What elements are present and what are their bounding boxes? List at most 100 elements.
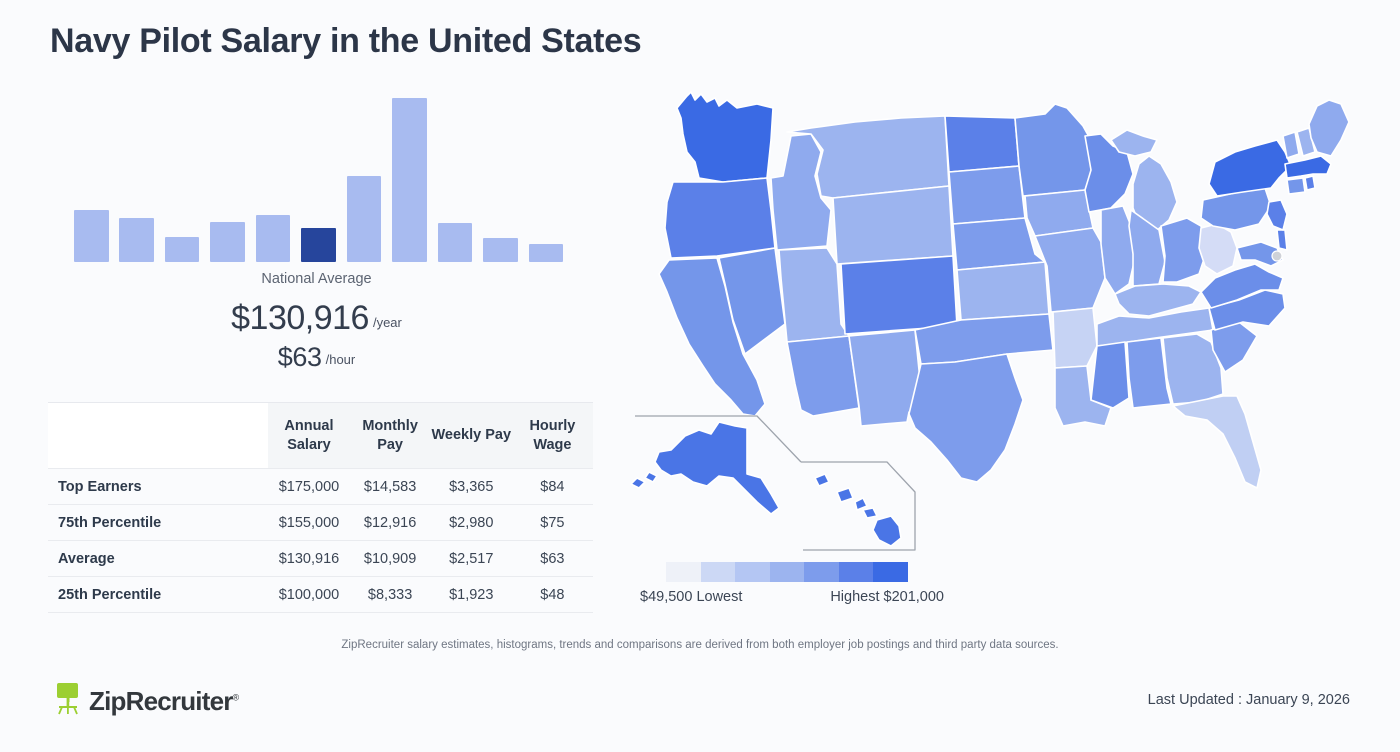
histogram-bar-highlight <box>301 227 336 262</box>
hourly-average-value: $63/hour <box>44 342 589 373</box>
ziprecruiter-logo[interactable]: ZipRecruiter® <box>55 682 240 721</box>
state-south-dakota <box>948 165 1026 225</box>
table-header-row: Annual Salary Monthly Pay Weekly Pay Hou… <box>48 402 593 469</box>
histogram-bar <box>74 210 109 262</box>
cell-annual: $175,000 <box>278 478 340 495</box>
salary-breakdown-table: Annual Salary Monthly Pay Weekly Pay Hou… <box>48 402 593 613</box>
state-michigan-upper <box>1110 129 1158 157</box>
state-maryland <box>1236 241 1284 267</box>
state-rhode-island <box>1304 175 1316 191</box>
logo-wordmark: ZipRecruiter® <box>89 686 240 717</box>
state-mississippi <box>1090 341 1130 409</box>
table-header-monthly-pay: Monthly Pay <box>349 402 431 469</box>
cell-annual: $100,000 <box>278 586 340 603</box>
annual-average-value: $130,916/year <box>44 299 589 338</box>
histogram-bar <box>164 237 200 262</box>
legend-labels: $49,500 Lowest Highest $201,000 <box>640 589 944 605</box>
cell-annual: $130,916 <box>278 550 340 567</box>
histogram-bar <box>392 97 427 262</box>
state-louisiana <box>1054 365 1112 427</box>
histogram-bar <box>119 217 154 262</box>
legend-swatch-6 <box>838 562 874 582</box>
legend-swatch-4 <box>769 562 805 582</box>
state-west-virginia <box>1198 223 1238 275</box>
page-title: Navy Pilot Salary in the United States <box>50 22 642 60</box>
cell-hourly: $84 <box>540 478 565 495</box>
state-kentucky <box>1114 283 1202 317</box>
state-kansas <box>956 261 1050 321</box>
cell-weekly: $2,517 <box>449 550 494 567</box>
legend-swatch-2 <box>700 562 736 582</box>
cell-weekly: $3,365 <box>449 478 494 495</box>
state-oregon <box>664 177 776 259</box>
state-virginia <box>1200 263 1284 309</box>
state-nevada <box>718 247 786 355</box>
legend-swatch-3 <box>735 562 770 582</box>
legend-swatch-5 <box>804 562 839 582</box>
histogram-bar <box>346 176 382 262</box>
state-new-york <box>1208 139 1292 197</box>
hawaii-inset-border <box>801 461 916 551</box>
state-arkansas <box>1052 307 1098 369</box>
table-header-blank <box>48 402 269 469</box>
state-new-jersey <box>1266 199 1288 231</box>
histogram-bar <box>483 238 518 262</box>
table-header-annual-salary: Annual Salary <box>268 402 350 469</box>
annual-average-number: $130,916 <box>231 299 369 337</box>
legend-gradient-swatches <box>666 562 909 582</box>
hourly-average-number: $63 <box>277 342 322 372</box>
us-choropleth-map <box>615 78 1385 578</box>
state-massachusetts <box>1284 155 1332 179</box>
state-arizona <box>786 335 860 417</box>
salary-summary-panel: National Average $130,916/year $63/hour <box>48 90 593 373</box>
salary-histogram <box>74 90 574 262</box>
histogram-bar <box>210 222 245 262</box>
cell-monthly: $12,916 <box>363 514 417 531</box>
state-connecticut <box>1286 177 1306 195</box>
cell-hourly: $75 <box>540 514 565 531</box>
legend-swatch-1 <box>666 562 701 582</box>
national-average-caption: National Average <box>261 271 372 287</box>
disclaimer-text: ZipRecruiter salary estimates, histogram… <box>341 639 1059 651</box>
table-header-weekly-pay: Weekly Pay <box>430 402 512 469</box>
cell-annual: $155,000 <box>278 514 340 531</box>
legend-low-label: $49,500 Lowest <box>640 589 743 605</box>
state-vermont <box>1282 131 1300 159</box>
row-label: Top Earners <box>58 478 142 495</box>
state-minnesota <box>1014 103 1094 197</box>
logo-text-label: ZipRecruiter <box>89 686 233 716</box>
state-michigan <box>1132 155 1178 233</box>
state-ohio <box>1160 217 1208 283</box>
histogram-bar <box>255 214 291 262</box>
state-texas <box>908 353 1024 483</box>
state-maine <box>1308 99 1350 157</box>
state-hawaii <box>814 473 902 547</box>
table-row: Top Earners $175,000 $14,583 $3,365 $84 <box>48 468 593 505</box>
hourly-average-unit: /hour <box>325 352 356 367</box>
state-alaska <box>630 421 780 515</box>
registered-trademark-icon: ® <box>232 692 240 703</box>
alaska-inset-border <box>635 415 802 463</box>
legend-high-label: Highest $201,000 <box>830 589 944 605</box>
state-alabama <box>1126 337 1172 409</box>
cell-monthly: $14,583 <box>363 478 417 495</box>
cell-weekly: $1,923 <box>449 586 494 603</box>
cell-monthly: $10,909 <box>363 550 417 567</box>
cell-hourly: $63 <box>540 550 565 567</box>
state-idaho <box>770 133 832 251</box>
row-label: 25th Percentile <box>58 586 162 603</box>
table-row: 25th Percentile $100,000 $8,333 $1,923 $… <box>48 576 593 613</box>
office-chair-icon <box>55 682 81 721</box>
state-delaware <box>1276 229 1288 251</box>
cell-weekly: $2,980 <box>449 514 494 531</box>
state-pennsylvania <box>1200 187 1272 231</box>
state-nebraska <box>952 217 1046 271</box>
state-wisconsin <box>1084 133 1134 213</box>
table-header-hourly-wage: Hourly Wage <box>511 402 593 469</box>
histogram-bar <box>528 243 564 262</box>
annual-average-unit: /year <box>372 315 402 330</box>
cell-monthly: $8,333 <box>367 586 413 603</box>
state-wyoming <box>832 185 954 265</box>
state-georgia <box>1162 333 1224 405</box>
state-washington <box>676 91 774 183</box>
